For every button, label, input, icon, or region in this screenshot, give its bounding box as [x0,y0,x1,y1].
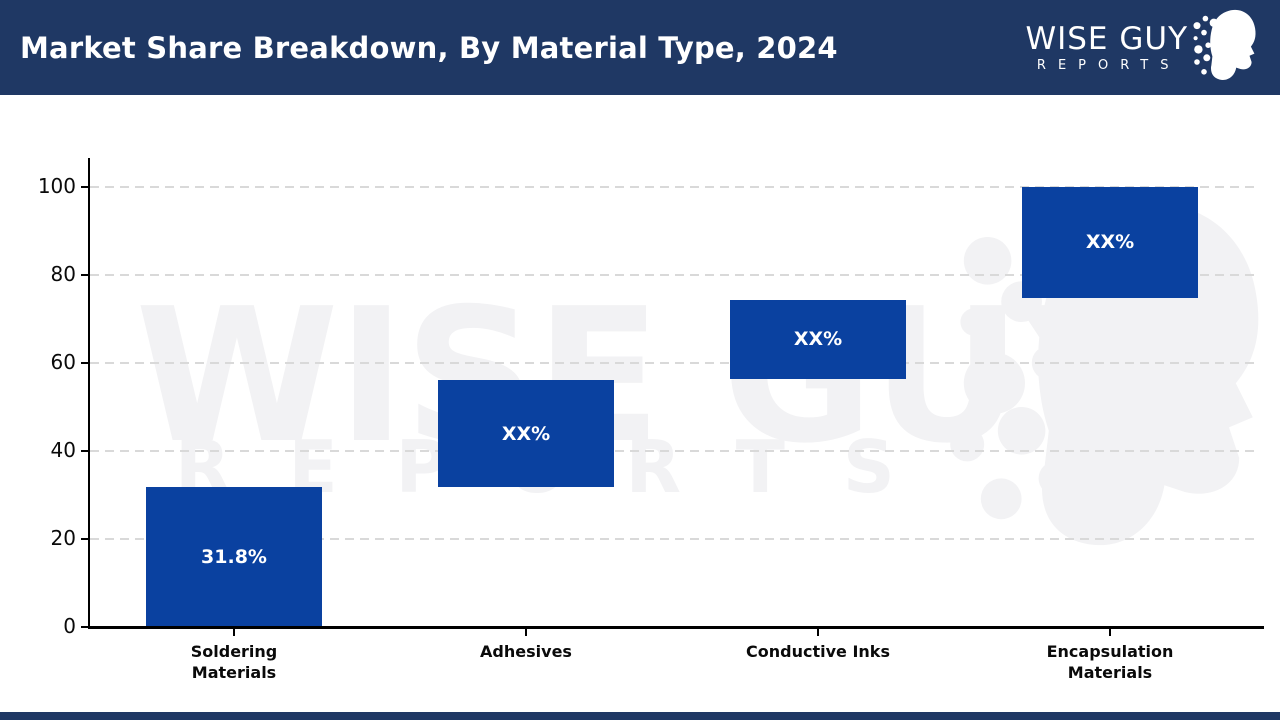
y-tick-label: 20 [50,526,76,550]
y-tick-mark [81,626,88,628]
logo-reports-label: REPORTS [1036,57,1181,73]
bar-segment: XX% [730,300,906,379]
x-tick-label: Conductive Inks [746,642,890,661]
y-tick-mark [81,274,88,276]
x-axis-line [88,626,1264,629]
bar-value-label: XX% [793,328,843,351]
bar-segment: XX% [1022,187,1198,298]
bar-value-label: 31.8% [201,546,267,569]
x-tick-mark [233,629,235,636]
y-tick-label: 0 [63,614,76,638]
y-axis-line [88,158,90,629]
bar-segment: XX% [438,380,614,488]
header-bar: Market Share Breakdown, By Material Type… [0,0,1280,95]
y-tick-mark [81,186,88,188]
y-tick-label: 60 [50,350,76,374]
page-title: Market Share Breakdown, By Material Type… [20,30,838,65]
wiseguy-logo: WISE GUY REPORTS [1025,6,1268,90]
bar-segment: 31.8% [146,487,322,627]
logo-wiseguy-label: WISE GUY [1025,21,1188,58]
gridline-100 [90,186,1256,188]
gridline-60 [90,362,1256,364]
y-tick-label: 100 [37,174,76,198]
gridline-20 [90,538,1256,540]
x-tick-mark [1109,629,1111,636]
x-tick-label: Encapsulation Materials [1046,642,1174,683]
y-tick-label: 40 [50,438,76,462]
x-tick-mark [817,629,819,636]
y-tick-mark [81,362,88,364]
bar-value-label: XX% [501,422,551,445]
x-tick-mark [525,629,527,636]
gridline-40 [90,450,1256,452]
y-tick-label: 80 [50,262,76,286]
wiseguy-logo-text: WISE GUY REPORTS [1025,23,1188,73]
footer-bar [0,712,1280,720]
y-tick-mark [81,538,88,540]
gridline-80 [90,274,1256,276]
x-tick-label: Soldering Materials [190,642,278,683]
y-tick-mark [81,450,88,452]
bar-value-label: XX% [1085,231,1135,254]
x-tick-label: Adhesives [480,642,572,661]
wiseguy-face-icon [1193,9,1256,80]
